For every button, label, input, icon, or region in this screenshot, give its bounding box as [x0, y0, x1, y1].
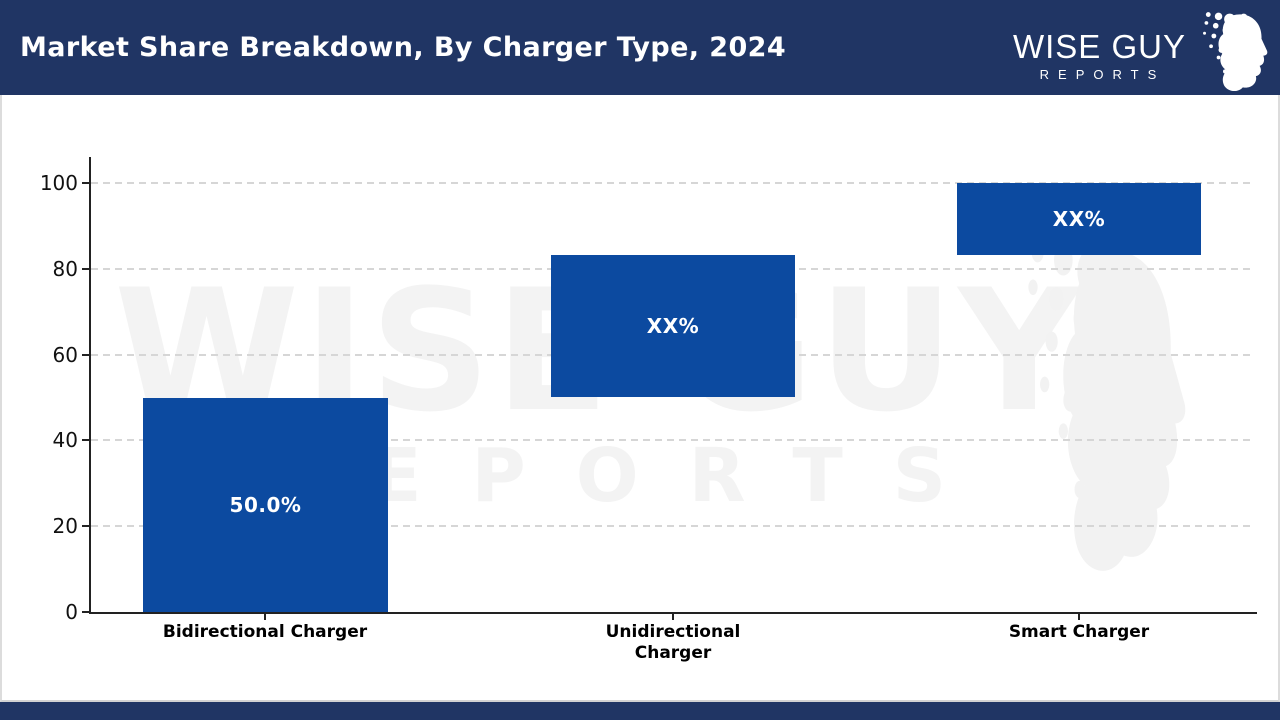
bar-value-label: 50.0% — [229, 492, 302, 517]
y-tick-mark — [82, 525, 89, 528]
y-tick-label: 0 — [65, 600, 78, 624]
x-axis-line — [89, 612, 1257, 614]
x-tick-mark — [1078, 614, 1080, 620]
x-category-label: Smart Charger — [1008, 622, 1150, 642]
y-tick-mark — [82, 267, 89, 270]
y-tick-label: 40 — [52, 428, 78, 453]
y-tick-mark — [82, 182, 89, 184]
gridline — [91, 439, 1255, 442]
x-tick-mark — [672, 614, 674, 620]
x-tick-mark — [264, 614, 266, 620]
y-axis-line — [89, 157, 91, 614]
x-category-label: Bidirectional Charger — [162, 622, 368, 642]
bar-value-label: XX% — [646, 314, 700, 339]
y-tick-mark — [82, 353, 89, 356]
y-tick-label: 20 — [52, 514, 78, 539]
chart-area: WISE GUY REPORTS 0 — [0, 95, 1280, 702]
gridline — [91, 182, 1255, 184]
y-tick-label: 100 — [39, 171, 78, 195]
logo-subtitle: REPORTS — [1039, 67, 1166, 82]
bar-smart-charger: XX% — [957, 183, 1201, 255]
y-tick-mark — [82, 611, 89, 613]
x-category-label: Unidirectional Charger — [605, 622, 741, 663]
chart-title: Market Share Breakdown, By Charger Type,… — [20, 32, 787, 63]
bar-value-label: XX% — [1052, 206, 1106, 231]
y-tick-label: 60 — [52, 342, 78, 367]
bar-bidirectional-charger: 50.0% — [143, 397, 388, 612]
logo-name: WISE GUY — [1012, 28, 1186, 65]
footer-bar — [0, 702, 1280, 720]
bar-unidirectional-charger: XX% — [551, 254, 795, 398]
watermark-face-icon — [1028, 242, 1186, 571]
wiseguy-face-icon — [1203, 12, 1268, 92]
wiseguy-logo: WISE GUY REPORTS — [1013, 8, 1270, 92]
gridline — [91, 525, 1255, 528]
y-tick-mark — [82, 439, 89, 442]
logo-text: WISE GUY REPORTS — [1013, 28, 1186, 82]
y-tick-label: 80 — [52, 256, 78, 281]
header-banner: Market Share Breakdown, By Charger Type,… — [0, 0, 1280, 95]
